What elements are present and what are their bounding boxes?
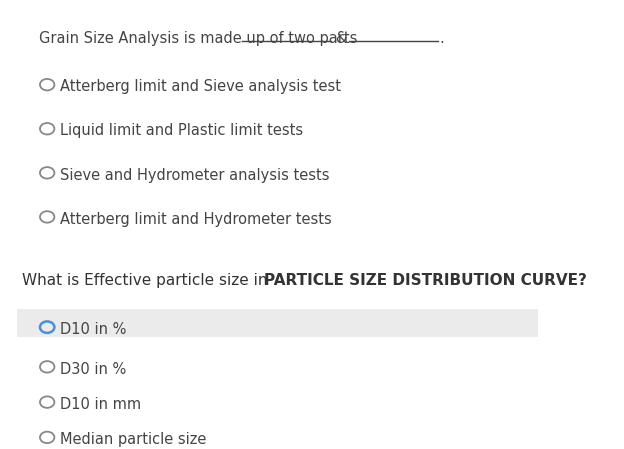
Text: Atterberg limit and Sieve analysis test: Atterberg limit and Sieve analysis test [60, 79, 341, 94]
Text: What is Effective particle size in: What is Effective particle size in [22, 273, 273, 288]
Text: Sieve and Hydrometer analysis tests: Sieve and Hydrometer analysis tests [60, 167, 329, 183]
Text: Median particle size: Median particle size [60, 432, 207, 447]
Text: .: . [439, 31, 444, 46]
Text: &: & [334, 31, 346, 46]
Text: Liquid limit and Plastic limit tests: Liquid limit and Plastic limit tests [60, 123, 303, 138]
Text: Grain Size Analysis is made up of two parts: Grain Size Analysis is made up of two pa… [39, 31, 362, 46]
Text: D10 in %: D10 in % [60, 322, 126, 337]
Text: D10 in mm: D10 in mm [60, 397, 141, 412]
Text: D30 in %: D30 in % [60, 361, 126, 377]
Text: Atterberg limit and Hydrometer tests: Atterberg limit and Hydrometer tests [60, 211, 332, 227]
FancyBboxPatch shape [17, 308, 539, 337]
Text: PARTICLE SIZE DISTRIBUTION CURVE?: PARTICLE SIZE DISTRIBUTION CURVE? [263, 273, 587, 288]
